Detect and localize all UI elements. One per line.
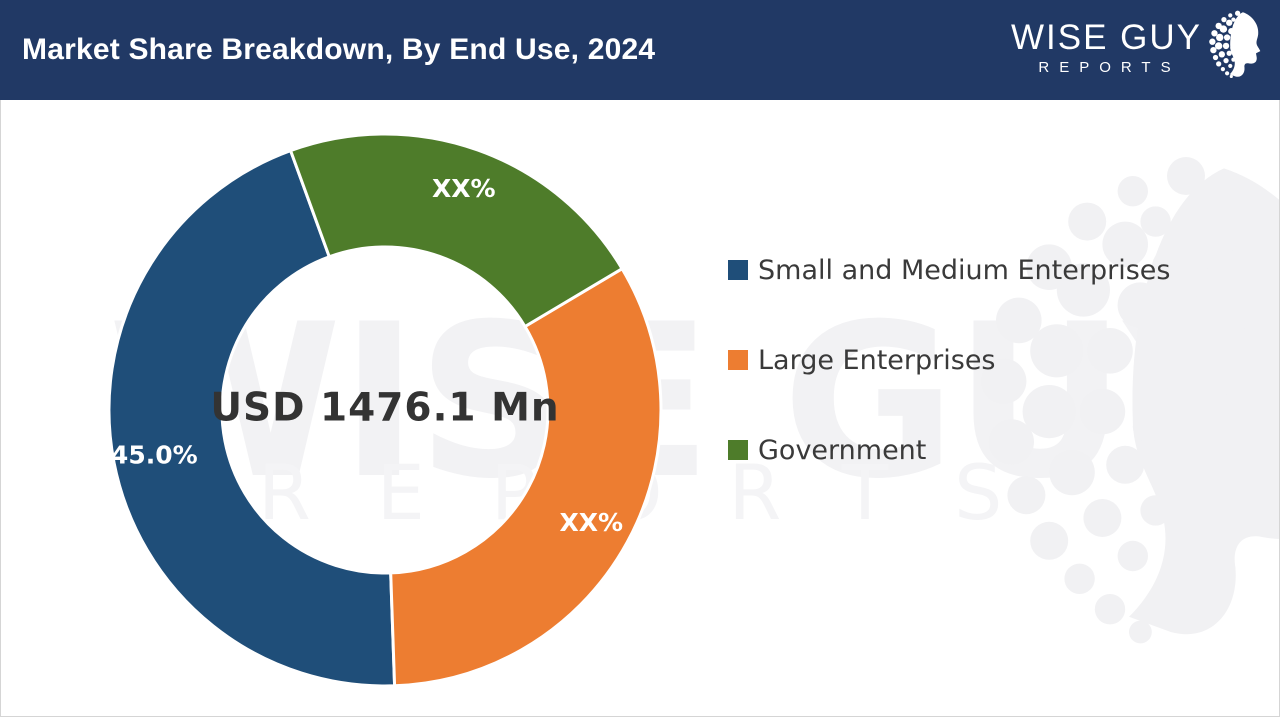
legend-item: Small and Medium Enterprises: [728, 248, 1170, 292]
donut-center-value: USD 1476.1 Mn: [210, 385, 560, 431]
legend-label-sme: Small and Medium Enterprises: [758, 254, 1171, 286]
legend-label-government: Government: [758, 434, 927, 466]
legend: Small and Medium Enterprises Large Enter…: [728, 248, 1170, 518]
slice-label-2: XX%: [432, 174, 496, 203]
legend-label-large-enterprises: Large Enterprises: [758, 344, 996, 376]
page-title: Market Share Breakdown, By End Use, 2024: [22, 33, 656, 66]
logo-wordmark: WISE GUY: [1010, 18, 1202, 58]
donut-segment-1: [389, 267, 663, 688]
legend-item: Large Enterprises: [728, 338, 1170, 382]
legend-swatch-government: [728, 440, 748, 460]
header-bar: Market Share Breakdown, By End Use, 2024…: [0, 0, 1280, 100]
legend-swatch-sme: [728, 260, 748, 280]
legend-swatch-large-enterprises: [728, 350, 748, 370]
logo-subtitle: REPORTS: [1038, 58, 1181, 76]
donut-segment-0: [107, 149, 397, 688]
slice-label-1: XX%: [559, 508, 623, 537]
bottom-border: [0, 716, 1280, 717]
wiseguy-face-icon: [1209, 10, 1261, 79]
slice-label-0: 45.0%: [111, 440, 198, 469]
legend-item: Government: [728, 428, 1170, 472]
wiseguy-logo: WISE GUY REPORTS: [1011, 8, 1264, 87]
donut-chart: 45.0% XX% XX%: [107, 132, 663, 688]
donut-segment-2: [289, 132, 624, 328]
